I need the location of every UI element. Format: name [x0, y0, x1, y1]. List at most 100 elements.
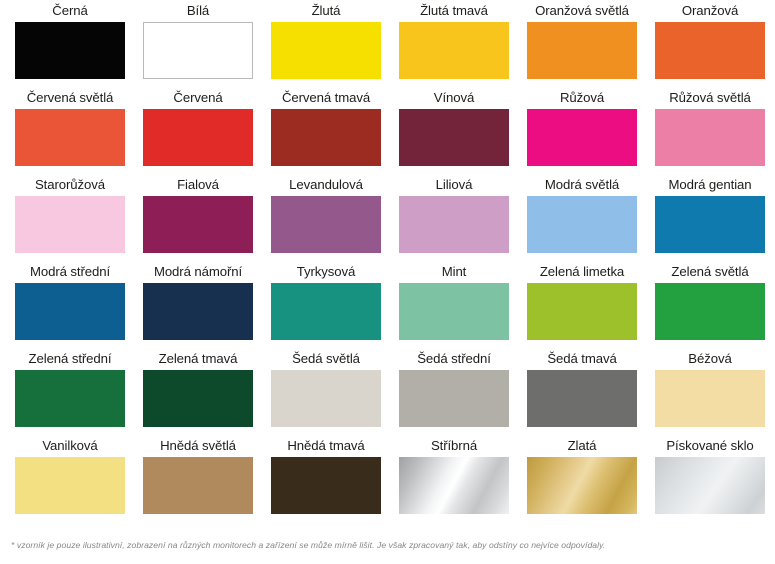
swatch-label: Pískované sklo	[666, 438, 754, 454]
swatch-chip[interactable]	[527, 109, 637, 166]
swatch-label: Černá	[52, 3, 88, 19]
swatch-label: Béžová	[688, 351, 732, 367]
swatch-label: Růžová světlá	[669, 90, 751, 106]
swatch-chip[interactable]	[271, 109, 381, 166]
swatch-label: Modrá námořní	[153, 264, 243, 280]
swatch-cell[interactable]: Černá	[11, 0, 129, 87]
swatch-label: Oranžová světlá	[535, 3, 629, 19]
swatch-chip[interactable]	[655, 370, 765, 427]
swatch-chip[interactable]	[399, 196, 509, 253]
swatch-chip[interactable]	[271, 283, 381, 340]
swatch-label: Zelená světlá	[671, 264, 749, 280]
swatch-cell[interactable]: Zelená střední	[11, 348, 129, 435]
swatch-chip[interactable]	[399, 283, 509, 340]
swatch-label: Modrá gentian	[668, 177, 752, 193]
swatch-cell[interactable]: Růžová	[523, 87, 641, 174]
swatch-chip[interactable]	[15, 196, 125, 253]
swatch-chip[interactable]	[271, 457, 381, 514]
swatch-label: Červená světlá	[26, 90, 114, 106]
swatch-cell[interactable]: Oranžová	[651, 0, 769, 87]
swatch-cell[interactable]: Béžová	[651, 348, 769, 435]
swatch-cell[interactable]: Šedá světlá	[267, 348, 385, 435]
swatch-label: Zelená limetka	[539, 264, 625, 280]
swatch-cell[interactable]: Červená světlá	[11, 87, 129, 174]
swatch-chip[interactable]	[143, 283, 253, 340]
swatch-cell[interactable]: Bílá	[139, 0, 257, 87]
swatch-chip[interactable]	[15, 283, 125, 340]
swatch-cell[interactable]: Pískované sklo	[651, 435, 769, 522]
swatch-label: Vanilková	[42, 438, 98, 454]
swatch-cell[interactable]: Stříbrná	[395, 435, 513, 522]
swatch-chip[interactable]	[15, 109, 125, 166]
swatch-cell[interactable]: Zelená limetka	[523, 261, 641, 348]
swatch-chip[interactable]	[143, 22, 253, 79]
swatch-label: Modrá střední	[29, 264, 111, 280]
swatch-label: Šedá střední	[417, 351, 491, 367]
swatch-cell[interactable]: Mint	[395, 261, 513, 348]
swatch-label: Červená	[173, 90, 223, 106]
swatch-chip[interactable]	[655, 196, 765, 253]
swatch-chip[interactable]	[655, 457, 765, 514]
swatch-chip[interactable]	[271, 22, 381, 79]
swatch-cell[interactable]: Hnědá světlá	[139, 435, 257, 522]
swatch-label: Levandulová	[289, 177, 363, 193]
swatch-cell[interactable]: Modrá světlá	[523, 174, 641, 261]
swatch-chip[interactable]	[527, 457, 637, 514]
swatch-chip[interactable]	[271, 196, 381, 253]
swatch-chip[interactable]	[15, 22, 125, 79]
swatch-cell[interactable]: Modrá námořní	[139, 261, 257, 348]
swatch-cell[interactable]: Zelená světlá	[651, 261, 769, 348]
swatch-chip[interactable]	[143, 109, 253, 166]
swatch-chip[interactable]	[655, 22, 765, 79]
swatch-cell[interactable]: Šedá střední	[395, 348, 513, 435]
swatch-cell[interactable]: Červená	[139, 87, 257, 174]
swatch-cell[interactable]: Šedá tmavá	[523, 348, 641, 435]
swatch-chip[interactable]	[399, 370, 509, 427]
swatch-chip[interactable]	[527, 283, 637, 340]
swatch-label: Žlutá	[311, 3, 341, 19]
swatch-cell[interactable]: Růžová světlá	[651, 87, 769, 174]
swatch-cell[interactable]: Vanilková	[11, 435, 129, 522]
swatch-cell[interactable]: Vínová	[395, 87, 513, 174]
swatch-cell[interactable]: Liliová	[395, 174, 513, 261]
swatch-cell[interactable]: Modrá střední	[11, 261, 129, 348]
swatch-chip[interactable]	[143, 457, 253, 514]
swatch-label: Hnědá tmavá	[287, 438, 365, 454]
swatch-chip[interactable]	[655, 109, 765, 166]
swatch-cell[interactable]: Žlutá tmavá	[395, 0, 513, 87]
swatch-cell[interactable]: Oranžová světlá	[523, 0, 641, 87]
swatch-grid: Černá Bílá Žlutá Žlutá tmavá Oranžová světlá…	[11, 0, 769, 522]
swatch-chip[interactable]	[527, 196, 637, 253]
swatch-cell[interactable]: Zlatá	[523, 435, 641, 522]
swatch-cell[interactable]: Zelená tmavá	[139, 348, 257, 435]
swatch-cell[interactable]: Žlutá	[267, 0, 385, 87]
swatch-label: Zelená střední	[28, 351, 112, 367]
swatch-chip[interactable]	[15, 370, 125, 427]
swatch-cell[interactable]: Starorůžová	[11, 174, 129, 261]
swatch-cell[interactable]: Fialová	[139, 174, 257, 261]
swatch-cell[interactable]: Modrá gentian	[651, 174, 769, 261]
swatch-cell[interactable]: Levandulová	[267, 174, 385, 261]
swatch-label: Šedá tmavá	[547, 351, 617, 367]
swatch-chip[interactable]	[399, 22, 509, 79]
swatch-label: Liliová	[435, 177, 473, 193]
swatch-cell[interactable]: Červená tmavá	[267, 87, 385, 174]
swatch-label: Bílá	[186, 3, 210, 19]
swatch-chip[interactable]	[271, 370, 381, 427]
swatch-chip[interactable]	[399, 457, 509, 514]
swatch-chip[interactable]	[399, 109, 509, 166]
swatch-label: Modrá světlá	[544, 177, 620, 193]
swatch-label: Starorůžová	[34, 177, 105, 193]
swatch-chip[interactable]	[143, 370, 253, 427]
swatch-cell[interactable]: Tyrkysová	[267, 261, 385, 348]
swatch-chip[interactable]	[143, 196, 253, 253]
swatch-cell[interactable]: Hnědá tmavá	[267, 435, 385, 522]
swatch-chip[interactable]	[527, 22, 637, 79]
swatch-label: Hnědá světlá	[160, 438, 236, 454]
swatch-chip[interactable]	[655, 283, 765, 340]
swatch-chip[interactable]	[527, 370, 637, 427]
swatch-chip[interactable]	[15, 457, 125, 514]
swatch-label: Růžová	[559, 90, 605, 106]
swatch-label: Zlatá	[567, 438, 597, 454]
